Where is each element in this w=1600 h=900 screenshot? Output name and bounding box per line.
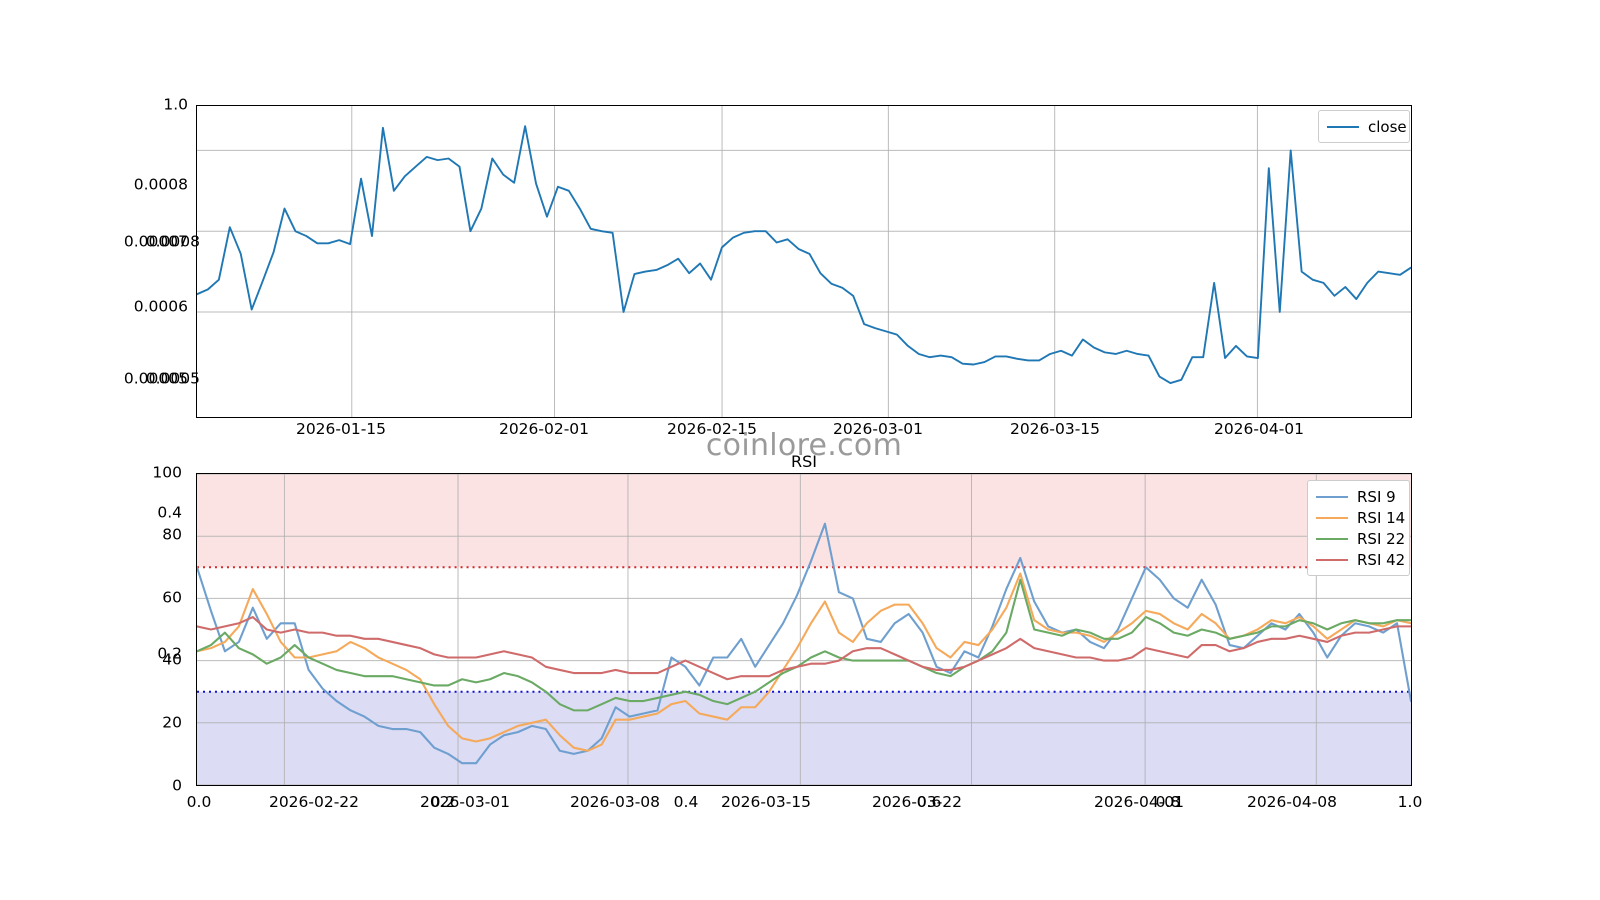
price-xtick-3: 2026-03-01 [832, 420, 924, 438]
legend-swatch-rsi-14 [1316, 516, 1348, 519]
price-ytick-0.0007: 0.0008 [145, 232, 200, 251]
rsi-ytick-60: 60 [162, 588, 182, 607]
price-ytick-0.00005: 0.00005 [123, 369, 188, 388]
rsi-xtick-date-5: 2026-04-01 [1093, 793, 1185, 811]
price-xtick-4: 2026-03-15 [1009, 420, 1101, 438]
price-xtick-2: 2026-02-15 [666, 420, 758, 438]
price-ytick-0.0005: 0.0005 [145, 369, 200, 388]
rsi-xtick-date-1: 2026-03-01 [419, 793, 511, 811]
rsi-ytick-alt-0.2: 0.2 [157, 644, 182, 663]
rsi-ytick-80: 80 [162, 525, 182, 544]
price-plot-area [197, 106, 1411, 417]
rsi-xtick-num-0.4: 0.4 [673, 793, 699, 811]
price-ytick-0.0008: 0.0008 [133, 175, 188, 194]
price-ytick-0.00007: 0.00007 [123, 232, 188, 251]
legend-label-rsi-22: RSI 22 [1357, 529, 1406, 548]
rsi-xtick-num-0.8: 0.8 [1155, 793, 1181, 811]
legend-swatch-close [1327, 125, 1359, 128]
rsi-xtick-date-2: 2026-03-08 [569, 793, 661, 811]
rsi-ytick-40: 40 [162, 650, 182, 669]
legend-item-rsi-9[interactable]: RSI 9 [1316, 486, 1401, 507]
price-xtick-1: 2026-02-01 [498, 420, 590, 438]
legend-item-rsi-42[interactable]: RSI 42 [1316, 549, 1405, 570]
rsi-xtick-num-0.6: 0.6 [916, 793, 942, 811]
legend-label-rsi-14: RSI 14 [1357, 508, 1406, 527]
rsi-plot-area [197, 474, 1411, 785]
rsi-legend[interactable]: RSI 9 RSI 14 RSI 22 RSI 42 [1307, 480, 1410, 576]
rsi-xtick-date-0: 2026-02-22 [268, 793, 360, 811]
legend-label-close: close [1368, 117, 1407, 136]
price-xtick-0: 2026-01-15 [295, 420, 387, 438]
legend-swatch-rsi-9 [1316, 495, 1348, 498]
rsi-xtick-date-4: 2026-03-22 [871, 793, 963, 811]
rsi-xtick-date-6: 2026-04-08 [1246, 793, 1338, 811]
legend-swatch-rsi-42 [1316, 558, 1348, 561]
legend-label-rsi-9: RSI 9 [1357, 487, 1396, 506]
price-legend[interactable]: close [1318, 110, 1410, 143]
rsi-xtick-num-0.0: 0.0 [186, 793, 212, 811]
rsi-ytick-100: 100 [152, 463, 182, 482]
legend-label-rsi-42: RSI 42 [1357, 550, 1406, 569]
legend-swatch-rsi-22 [1316, 537, 1348, 540]
rsi-xtick-num-0.2: 0.2 [430, 793, 456, 811]
legend-item-rsi-14[interactable]: RSI 14 [1316, 507, 1405, 528]
legend-item-rsi-22[interactable]: RSI 22 [1316, 528, 1405, 549]
price-xtick-5: 2026-04-01 [1213, 420, 1305, 438]
rsi-chart-title: RSI [791, 452, 817, 471]
price-ytick-1.0: 1.0 [163, 95, 188, 114]
rsi-xtick-date-3: 2026-03-15 [720, 793, 812, 811]
rsi-ytick-20: 20 [162, 713, 182, 732]
rsi-xtick-num-1.0: 1.0 [1397, 793, 1423, 811]
price-chart-axes [196, 105, 1412, 418]
rsi-ytick-alt-0.4: 0.4 [157, 503, 182, 522]
watermark-coinlore: coinlore.com [705, 428, 903, 463]
rsi-ytick-0: 0 [172, 776, 182, 795]
price-ytick-0.0006: 0.0006 [133, 297, 188, 316]
legend-item-close[interactable]: close [1327, 116, 1407, 137]
rsi-chart-axes [196, 473, 1412, 786]
